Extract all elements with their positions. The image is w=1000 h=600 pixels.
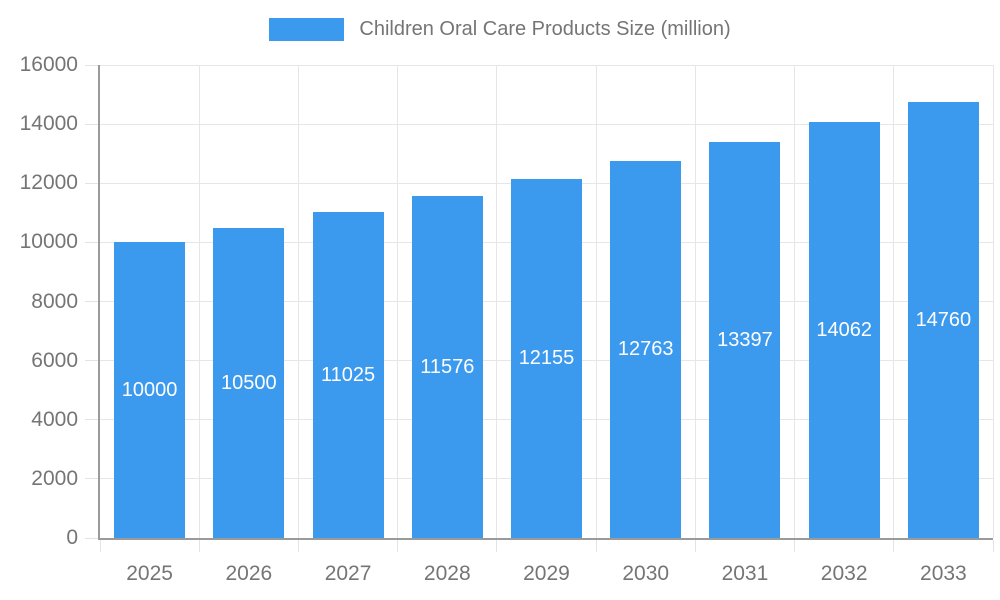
x-tick-mark bbox=[496, 540, 498, 552]
legend: Children Oral Care Products Size (millio… bbox=[0, 18, 1000, 41]
y-axis-label: 0 bbox=[66, 526, 78, 549]
v-gridline bbox=[297, 65, 299, 538]
y-tick-mark bbox=[85, 182, 98, 184]
bar-2031 bbox=[709, 141, 781, 538]
bar-2027 bbox=[312, 212, 384, 538]
y-axis-label: 12000 bbox=[19, 171, 78, 195]
bar-2026 bbox=[213, 227, 285, 538]
bar-2033 bbox=[907, 101, 979, 538]
bar-2032 bbox=[808, 122, 880, 538]
bar-value-label: 14760 bbox=[915, 308, 972, 331]
x-axis-label: 2031 bbox=[721, 562, 769, 585]
x-tick-mark bbox=[297, 540, 299, 552]
x-axis-label: 2028 bbox=[423, 562, 471, 585]
y-tick-mark bbox=[85, 360, 98, 362]
y-tick-mark bbox=[85, 64, 98, 66]
y-axis-label: 6000 bbox=[31, 348, 78, 372]
bar-value-label: 12763 bbox=[617, 338, 674, 361]
legend-swatch bbox=[269, 18, 345, 41]
y-tick-mark bbox=[85, 123, 98, 125]
y-tick-mark bbox=[85, 537, 98, 539]
x-axis-label: 2025 bbox=[126, 562, 173, 585]
y-axis-label: 10000 bbox=[19, 230, 78, 254]
x-axis-label: 2026 bbox=[225, 562, 273, 585]
y-axis-label: 16000 bbox=[19, 53, 78, 76]
v-gridline bbox=[397, 65, 399, 538]
v-gridline bbox=[496, 65, 498, 538]
y-axis-label: 4000 bbox=[31, 407, 78, 431]
h-gridline bbox=[100, 123, 993, 125]
legend-label: Children Oral Care Products Size (millio… bbox=[359, 18, 731, 40]
x-tick-mark bbox=[694, 540, 696, 552]
x-tick-mark bbox=[198, 540, 200, 552]
bar-2030 bbox=[610, 160, 682, 538]
y-tick-mark bbox=[85, 241, 98, 243]
bar-2028 bbox=[411, 195, 483, 538]
bar-value-label: 13397 bbox=[717, 328, 773, 351]
x-tick-mark bbox=[595, 540, 597, 552]
bar-value-label: 11025 bbox=[320, 364, 376, 387]
bar-value-label: 10000 bbox=[121, 379, 178, 402]
x-tick-mark bbox=[794, 540, 796, 552]
v-gridline bbox=[595, 65, 597, 538]
y-axis-label: 2000 bbox=[31, 466, 78, 490]
x-axis-label: 2030 bbox=[622, 562, 670, 585]
x-tick-mark bbox=[992, 540, 994, 552]
y-axis-label: 14000 bbox=[19, 112, 78, 136]
y-tick-mark bbox=[85, 301, 98, 302]
x-axis-label: 2032 bbox=[820, 562, 868, 585]
plot-area: 0 2000 4000 6000 8000 10000 12000 14000 16000 100… bbox=[20, 54, 994, 585]
y-tick-mark bbox=[85, 478, 98, 480]
bar-2029 bbox=[511, 178, 582, 538]
v-gridline bbox=[794, 65, 796, 538]
x-axis-label: 2027 bbox=[324, 562, 372, 585]
h-gridline bbox=[100, 64, 993, 66]
v-gridline bbox=[893, 65, 895, 538]
x-axis-label: 2033 bbox=[920, 562, 967, 585]
x-axis-label: 2029 bbox=[523, 562, 570, 585]
bar-value-label: 10500 bbox=[221, 371, 277, 394]
bar-value-label: 11576 bbox=[420, 355, 475, 378]
bar-value-label: 12155 bbox=[518, 347, 575, 370]
x-tick-mark bbox=[99, 540, 101, 552]
bar-2025 bbox=[114, 242, 186, 538]
x-tick-mark bbox=[397, 540, 399, 552]
v-gridline bbox=[198, 65, 200, 538]
y-tick-mark bbox=[85, 419, 98, 421]
y-axis-label: 8000 bbox=[31, 289, 78, 313]
v-gridline bbox=[992, 65, 994, 538]
bar-value-label: 14062 bbox=[816, 319, 872, 342]
x-tick-mark bbox=[893, 540, 895, 552]
v-gridline bbox=[694, 65, 696, 538]
